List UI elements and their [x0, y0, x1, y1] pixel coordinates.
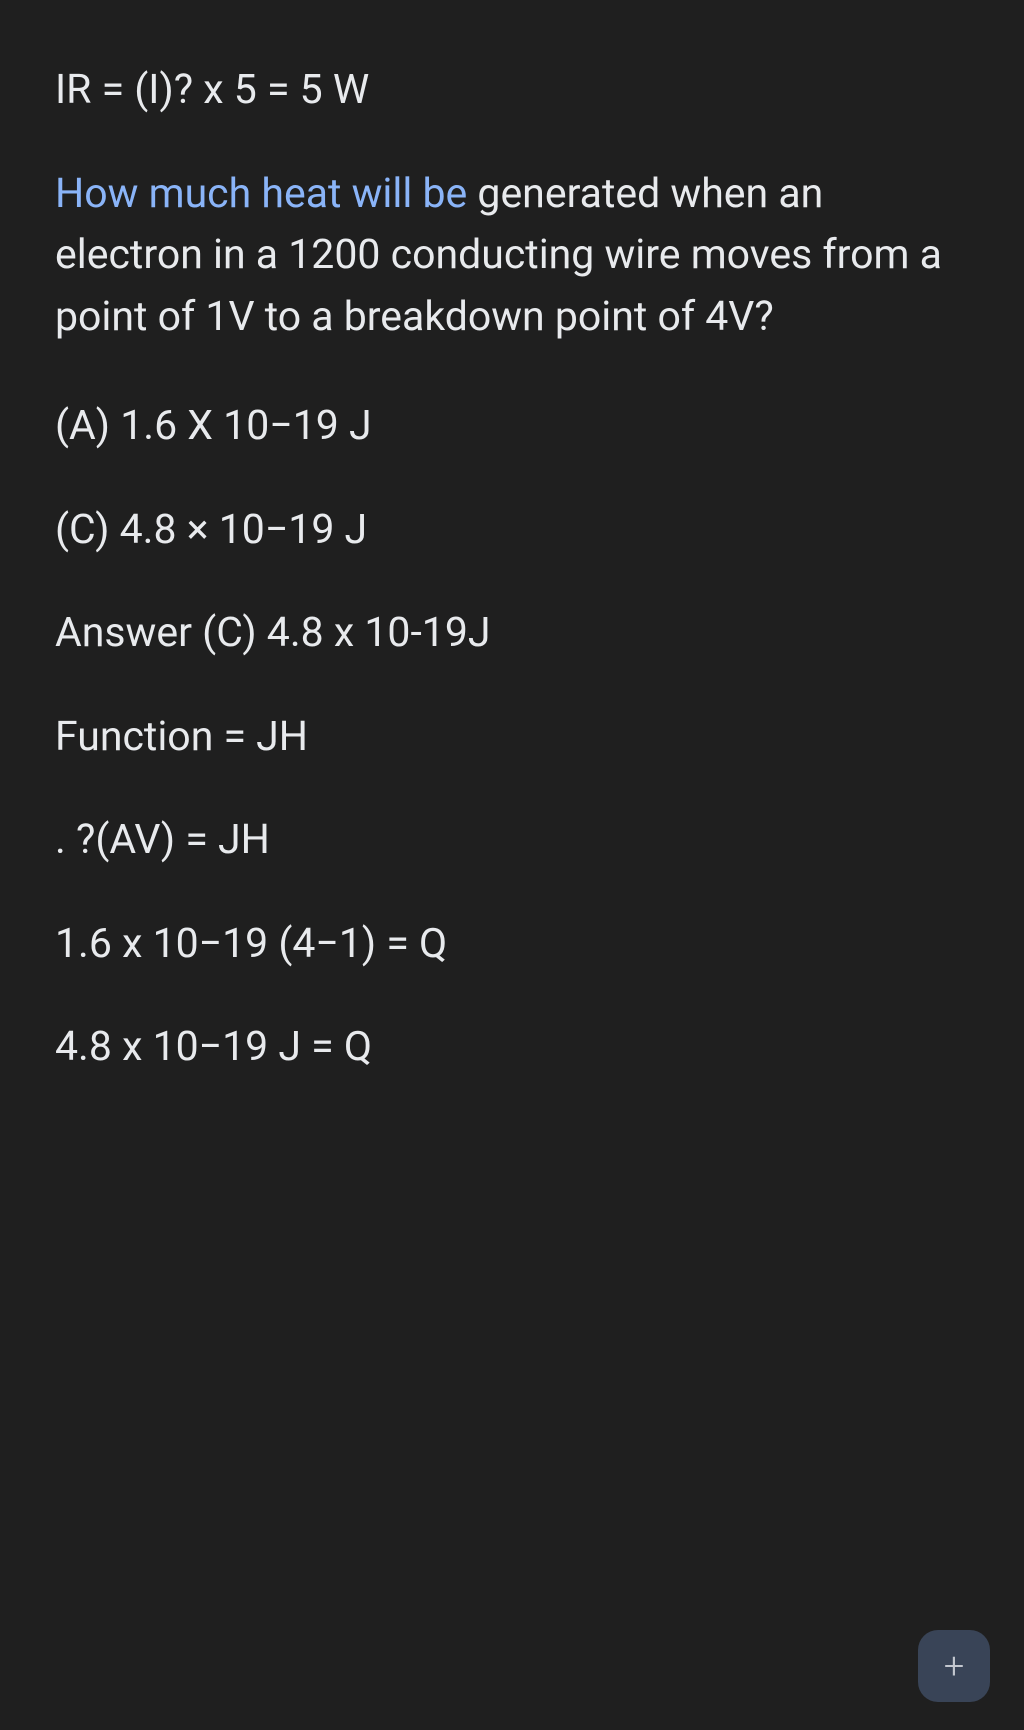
option-c: (C) 4.8 × 10−19 J — [55, 500, 969, 562]
add-button[interactable]: + — [918, 1630, 990, 1702]
plus-icon: + — [944, 1645, 964, 1687]
question-text: How much heat will be generated when an … — [55, 164, 969, 349]
equation-q2: 4.8 x 10−19 J = Q — [55, 1017, 969, 1079]
equation-av: . ?(AV) = JH — [55, 810, 969, 872]
option-a: (A) 1.6 X 10−19 J — [55, 396, 969, 458]
equation-line-1: IR = (I)? x 5 = 5 W — [55, 60, 969, 122]
question-link-text[interactable]: How much heat will be — [55, 170, 467, 218]
answer-text: Answer (C) 4.8 x 10-19J — [55, 603, 969, 665]
function-line: Function = JH — [55, 707, 969, 769]
equation-q1: 1.6 x 10−19 (4−1) = Q — [55, 914, 969, 976]
